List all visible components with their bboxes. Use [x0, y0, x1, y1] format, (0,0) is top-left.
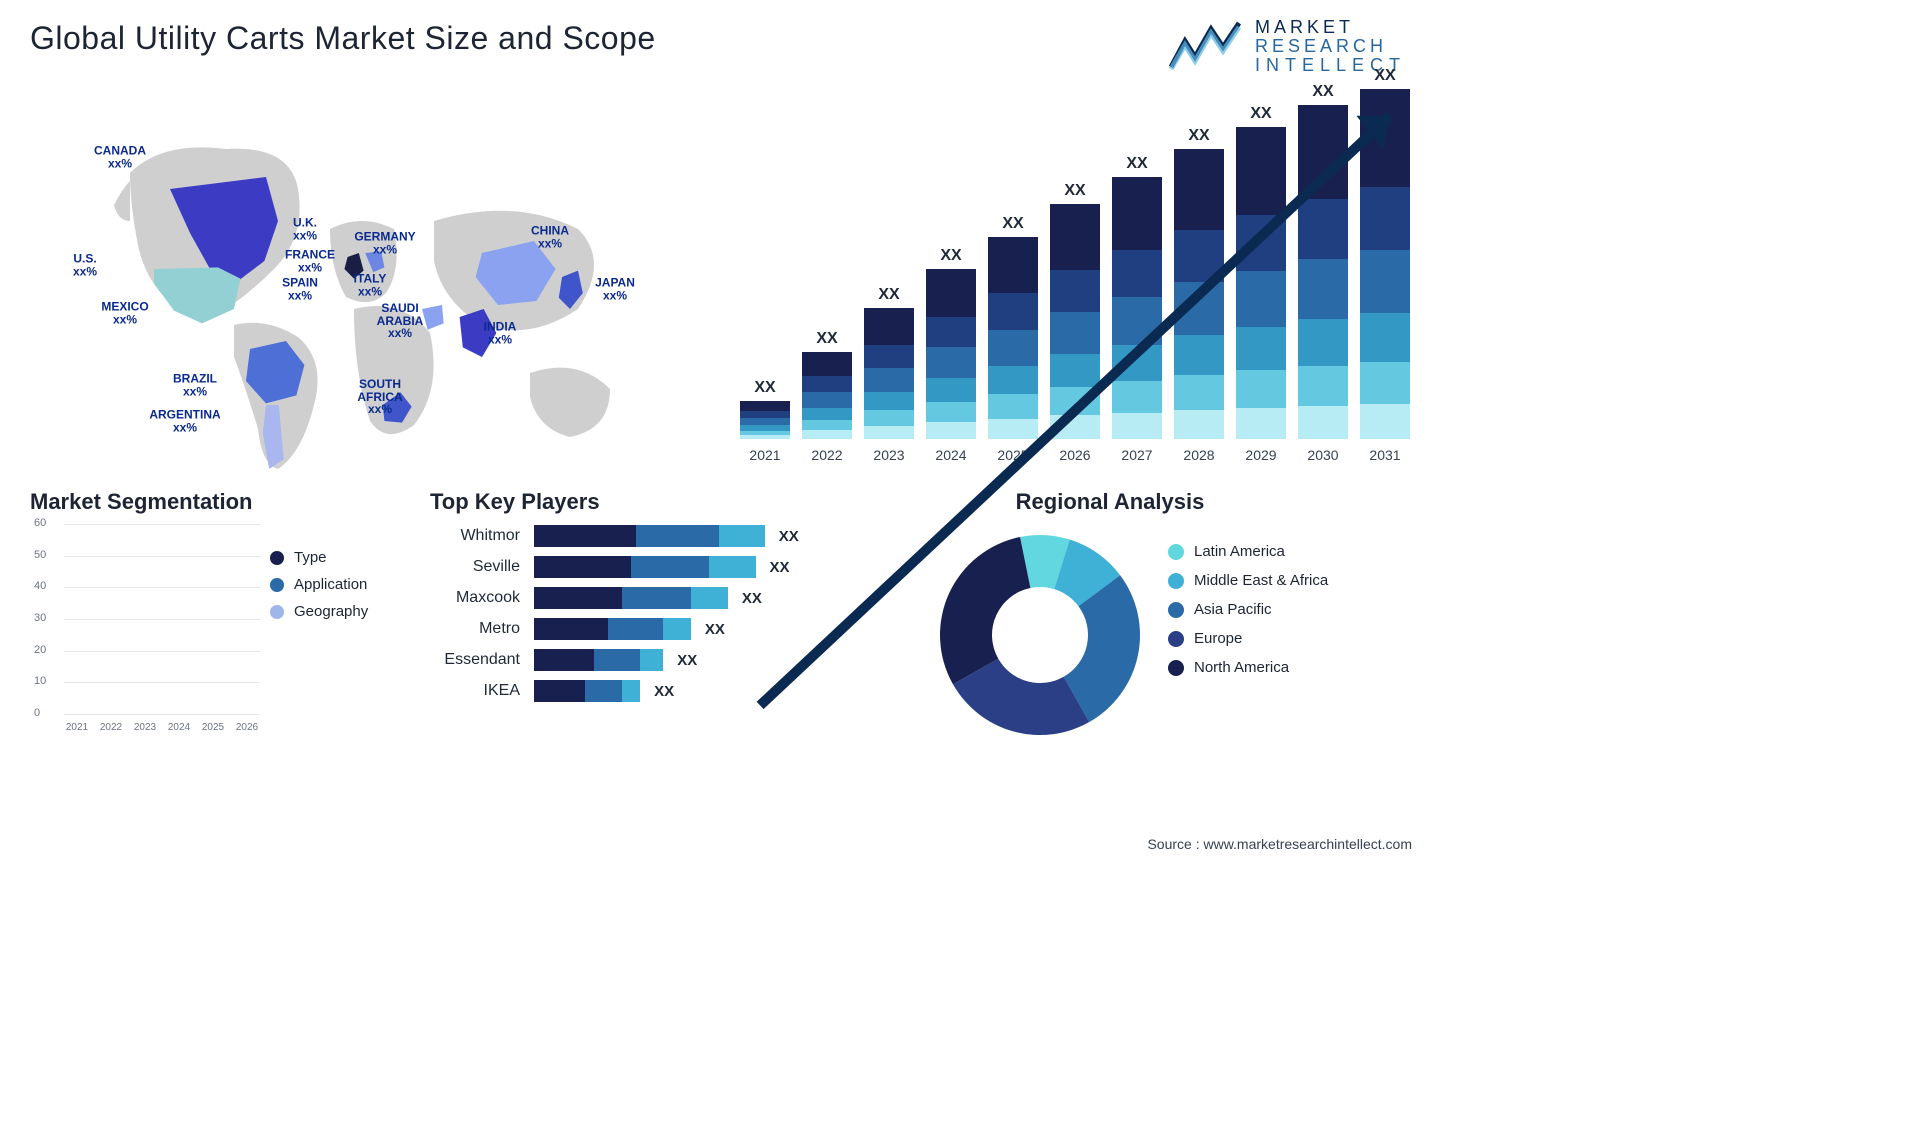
kp-name: Seville: [430, 558, 520, 576]
regional-panel: Regional Analysis Latin America Middle Ea…: [930, 489, 1410, 745]
legend-item: Asia Pacific: [1168, 601, 1328, 618]
kp-bar: [534, 649, 663, 671]
kp-bar: [534, 618, 691, 640]
map-label: SPAINxx%: [282, 276, 318, 301]
legend-item: North America: [1168, 659, 1328, 676]
legend-item: Latin America: [1168, 543, 1328, 560]
legend-item: Middle East & Africa: [1168, 572, 1328, 589]
ra-title: Regional Analysis: [930, 489, 1290, 515]
map-label: U.S.xx%: [73, 252, 97, 277]
legend-item: Application: [270, 576, 368, 593]
growth-bar: XX2030: [1298, 105, 1348, 439]
source-text: Source : www.marketresearchintellect.com: [1147, 836, 1412, 852]
legend-item: Europe: [1168, 630, 1328, 647]
segmentation-panel: Market Segmentation 0102030405060 202120…: [30, 489, 410, 745]
map-label: ARGENTINAxx%: [149, 408, 220, 433]
kp-name: Maxcook: [430, 589, 520, 607]
map-label: MEXICOxx%: [101, 300, 148, 325]
map-label: INDIAxx%: [484, 320, 517, 345]
growth-bar: XX2024: [926, 269, 976, 439]
regional-donut: [930, 525, 1150, 745]
kp-row: Seville XX: [430, 556, 910, 578]
kp-name: Whitmor: [430, 527, 520, 545]
kp-value: XX: [770, 559, 790, 576]
map-label: SAUDIARABIAxx%: [377, 302, 424, 340]
growth-bar: XX2021: [740, 401, 790, 439]
kp-name: Essendant: [430, 651, 520, 669]
kp-value: XX: [779, 528, 799, 545]
brand-l2: RESEARCH: [1255, 37, 1406, 56]
segmentation-chart: 0102030405060 202120222023202420252026: [30, 525, 260, 735]
map-label: JAPANxx%: [595, 276, 635, 301]
kp-bar: [534, 525, 765, 547]
kp-row: Whitmor XX: [430, 525, 910, 547]
growth-bar: XX2025: [988, 237, 1038, 439]
key-players-panel: Top Key Players WhitmorXXSevilleXXMaxcoo…: [430, 489, 910, 745]
segmentation-legend: Type Application Geography: [270, 539, 368, 630]
map-label: CHINAxx%: [531, 224, 569, 249]
map-label: U.K.xx%: [293, 216, 317, 241]
kp-bar: [534, 587, 728, 609]
growth-bar: XX2023: [864, 308, 914, 439]
legend-item: Type: [270, 549, 368, 566]
map-label: CANADAxx%: [94, 144, 146, 169]
growth-bar: XX2029: [1236, 127, 1286, 439]
donut-slice: [940, 537, 1030, 684]
kp-title: Top Key Players: [430, 489, 910, 515]
kp-value: XX: [705, 621, 725, 638]
growth-bar: XX2028: [1174, 149, 1224, 439]
kp-row: Maxcook XX: [430, 587, 910, 609]
regional-legend: Latin America Middle East & Africa Asia Pa…: [1168, 531, 1328, 745]
growth-bar: XX2026: [1050, 204, 1100, 439]
growth-bar: XX2031: [1360, 89, 1410, 439]
world-map: CANADAxx% U.S.xx%MEXICOxx% BRAZILxx% ARGENT…: [30, 69, 710, 469]
kp-value: XX: [677, 652, 697, 669]
map-label: BRAZILxx%: [173, 372, 217, 397]
kp-value: XX: [742, 590, 762, 607]
seg-title: Market Segmentation: [30, 489, 410, 515]
kp-bar: [534, 556, 756, 578]
kp-bar: [534, 680, 640, 702]
page: Global Utility Carts Market Size and Sco…: [0, 0, 1440, 860]
legend-item: Geography: [270, 603, 368, 620]
kp-name: IKEA: [430, 682, 520, 700]
growth-bar: XX2027: [1112, 177, 1162, 440]
brand-logo-icon: [1169, 21, 1241, 71]
map-label: GERMANYxx%: [354, 231, 415, 256]
kp-row: Essendant XX: [430, 649, 910, 671]
kp-value: XX: [654, 683, 674, 700]
kp-row: IKEA XX: [430, 680, 910, 702]
map-label: FRANCExx%: [285, 248, 335, 273]
brand-l1: MARKET: [1255, 18, 1406, 37]
map-label: SOUTHAFRICAxx%: [357, 378, 402, 416]
kp-row: Metro XX: [430, 618, 910, 640]
growth-chart: XX2021XX2022XX2023XX2024XX2025XX2026XX20…: [740, 69, 1410, 469]
kp-name: Metro: [430, 620, 520, 638]
map-label: ITALYxx%: [354, 272, 387, 297]
growth-bar: XX2022: [802, 352, 852, 440]
